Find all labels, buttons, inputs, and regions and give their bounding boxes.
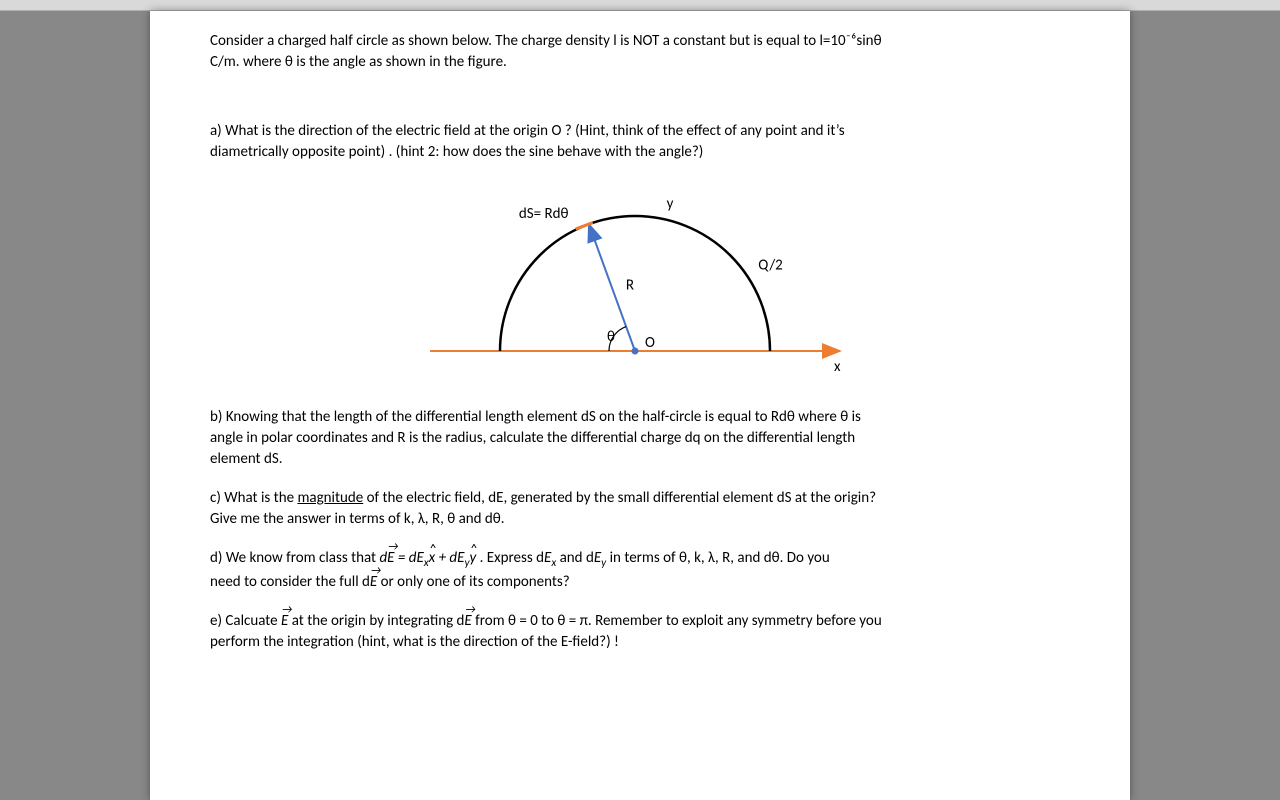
part-b: b) Knowing that the length of the differ… [210, 407, 1070, 470]
intro-text-1: Consider a charged half circle as shown … [210, 32, 882, 50]
math-y-sub: y [464, 556, 469, 570]
part-c-post: of the electric field, dE, generated by … [363, 489, 876, 507]
math-plus: + d [435, 549, 457, 567]
svg-text:O: O [645, 334, 655, 352]
figure-container: y x dS= Rdθ Q/2 Rθ O [210, 181, 1070, 391]
part-e-post: from θ = 0 to θ = π. Remember to exploit… [472, 612, 882, 630]
part-b-text-1: b) Knowing that the length of the differ… [210, 408, 861, 426]
part-e-pre: e) Calcuate [210, 612, 281, 630]
part-c-text-2: Give me the answer in terms of k, λ, R, … [210, 510, 505, 528]
part-c: c) What is the magnitude of the electric… [210, 488, 1070, 530]
part-a: a) What is the direction of the electric… [210, 121, 1070, 163]
part-b-text-3: element dS. [210, 450, 283, 468]
part-d-line2-pre: need to consider the full d [210, 573, 370, 591]
intro-paragraph: Consider a charged half circle as shown … [210, 31, 1070, 73]
part-d-pre: d) We know from class that [210, 549, 379, 567]
svg-text:R: R [626, 277, 634, 295]
part-a-text-1: a) What is the direction of the electric… [210, 122, 845, 140]
part-d-and: and d [556, 549, 594, 567]
part-d-post1: . Express d [476, 549, 544, 567]
math-Ex: E [416, 549, 423, 567]
spacer [210, 91, 1070, 121]
part-c-pre: c) What is the [210, 489, 297, 507]
svg-text:x: x [834, 358, 841, 376]
math-x-sub: x [424, 556, 429, 570]
math-E-vec-4: E [464, 612, 471, 630]
part-d-line2-post: or only one of its components? [377, 573, 569, 591]
half-circle-diagram: y x dS= Rdθ Q/2 Rθ O [420, 181, 860, 391]
part-c-underline: magnitude [297, 489, 363, 507]
math-y-hat: y [470, 549, 477, 567]
svg-text:θ: θ [607, 328, 615, 346]
part-b-text-2: angle in polar coordinates and R is the … [210, 429, 855, 447]
math-E-vec: E [387, 549, 394, 567]
part-a-text-2: diametrically opposite point) . (hint 2:… [210, 143, 703, 161]
math-E-vec-2: E [370, 573, 377, 591]
part-d-post2: in terms of θ, k, λ, R, and dθ. Do you [606, 549, 830, 567]
math-E-vec-3: E [281, 612, 288, 630]
document-page: Consider a charged half circle as shown … [150, 11, 1130, 800]
svg-text:y: y [667, 195, 674, 213]
document-viewport: Consider a charged half circle as shown … [0, 11, 1280, 800]
svg-text:Q/2: Q/2 [758, 256, 783, 274]
intro-text-2: C/m. where θ is the angle as shown in th… [210, 53, 507, 71]
math-x-hat: x [429, 549, 436, 567]
part-d: d) We know from class that dE = dExx + d… [210, 548, 1070, 593]
svg-text:dS= Rdθ: dS= Rdθ [519, 205, 569, 223]
part-e-line2: perform the integration (hint, what is t… [210, 633, 619, 651]
app-chrome-strip [0, 0, 1280, 11]
part-e-mid: at the origin by integrating d [288, 612, 464, 630]
part-e: e) Calcuate E at the origin by integrati… [210, 611, 1070, 653]
